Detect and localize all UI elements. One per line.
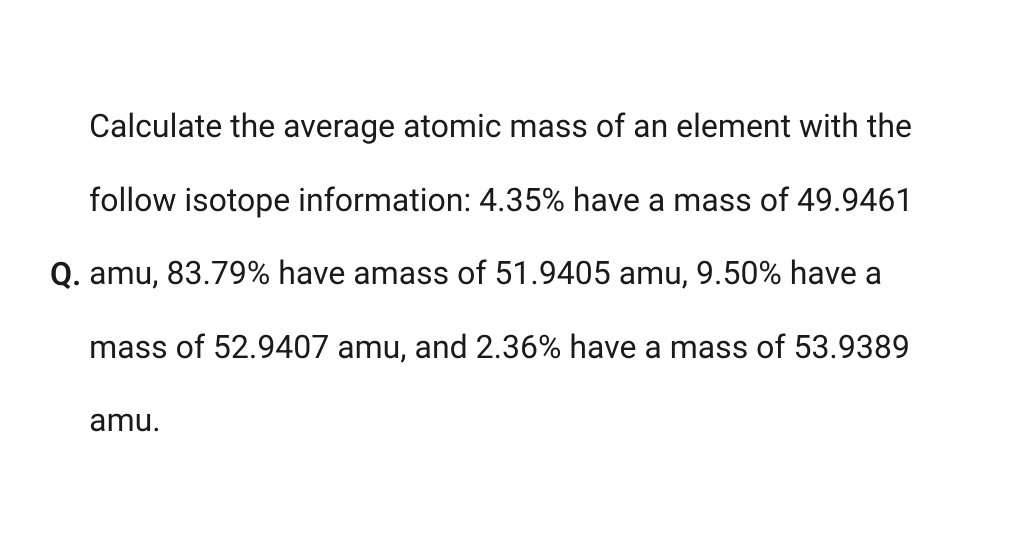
question-container: Q. Calculate the average atomic mass of … xyxy=(0,0,1024,548)
question-text: Calculate the average atomic mass of an … xyxy=(89,90,964,458)
question-label: Q. xyxy=(50,255,81,293)
